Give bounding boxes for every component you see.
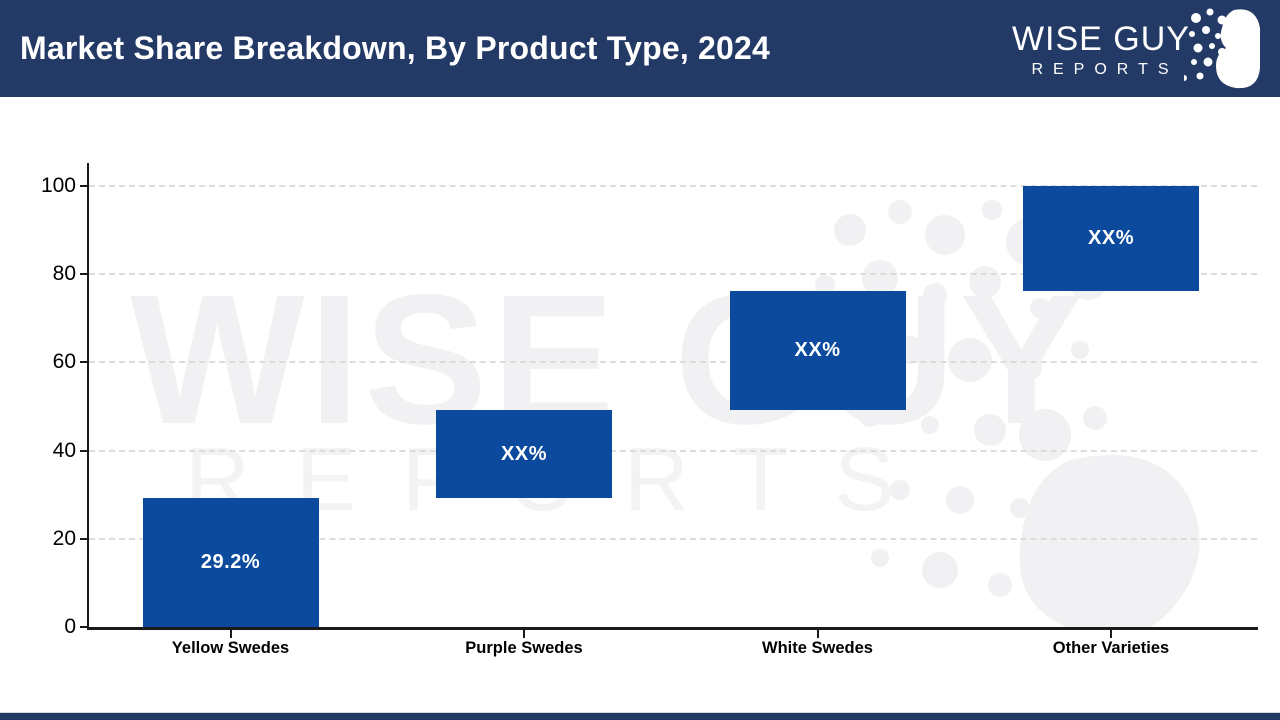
footer-band bbox=[0, 713, 1280, 720]
header-band: Market Share Breakdown, By Product Type,… bbox=[0, 0, 1280, 97]
waterfall-bar: XX% bbox=[436, 410, 612, 499]
x-axis-tick bbox=[229, 630, 232, 638]
y-gridline bbox=[89, 273, 1257, 276]
y-axis-line bbox=[87, 163, 89, 627]
y-gridline bbox=[89, 361, 1257, 364]
y-axis-tick-label: 60 bbox=[52, 350, 76, 374]
bar-value-label: XX% bbox=[1088, 227, 1134, 250]
footer-divider bbox=[0, 712, 1280, 713]
y-axis-tick-label: 20 bbox=[52, 526, 76, 550]
y-axis-tick bbox=[80, 449, 87, 452]
x-axis-tick bbox=[1110, 630, 1112, 638]
y-axis-tick bbox=[80, 537, 87, 540]
y-gridline bbox=[89, 185, 1257, 187]
x-axis-tick bbox=[523, 630, 525, 638]
brand-logo: WISE GUY REPORTS bbox=[1012, 0, 1262, 97]
x-axis-category-label: Purple Swedes bbox=[465, 639, 583, 657]
y-gridline bbox=[89, 537, 1257, 540]
x-axis-category-label: White Swedes bbox=[762, 639, 873, 657]
y-axis-tick bbox=[80, 273, 87, 276]
chart-title: Market Share Breakdown, By Product Type,… bbox=[20, 30, 770, 66]
y-axis-tick bbox=[80, 185, 87, 187]
bar-value-label: XX% bbox=[501, 442, 547, 465]
waterfall-bar: XX% bbox=[729, 291, 906, 411]
brand-logo-text: WISE GUY REPORTS bbox=[1012, 20, 1190, 79]
x-axis-line bbox=[87, 627, 1258, 630]
y-axis-tick-label: 100 bbox=[40, 174, 76, 197]
bar-value-label: 29.2% bbox=[200, 551, 261, 574]
y-axis-tick-label: 80 bbox=[52, 262, 76, 286]
bar-value-label: XX% bbox=[794, 339, 841, 362]
y-gridline bbox=[89, 449, 1257, 452]
y-axis-tick bbox=[80, 361, 87, 364]
brand-face-dots-icon bbox=[1184, 8, 1260, 89]
x-axis-tick bbox=[816, 630, 819, 638]
x-axis-category-label: Yellow Swedes bbox=[171, 639, 290, 657]
waterfall-bar: XX% bbox=[1023, 186, 1199, 292]
brand-subtext: REPORTS bbox=[1031, 61, 1179, 78]
x-axis-category-label: Other Varieties bbox=[1052, 639, 1170, 657]
brand-wordmark: WISE GUY bbox=[1011, 20, 1190, 58]
y-axis-tick-label: 0 bbox=[64, 615, 76, 638]
waterfall-bar: 29.2% bbox=[142, 498, 319, 627]
y-axis-tick bbox=[80, 626, 87, 628]
y-axis-tick-label: 40 bbox=[52, 438, 76, 462]
